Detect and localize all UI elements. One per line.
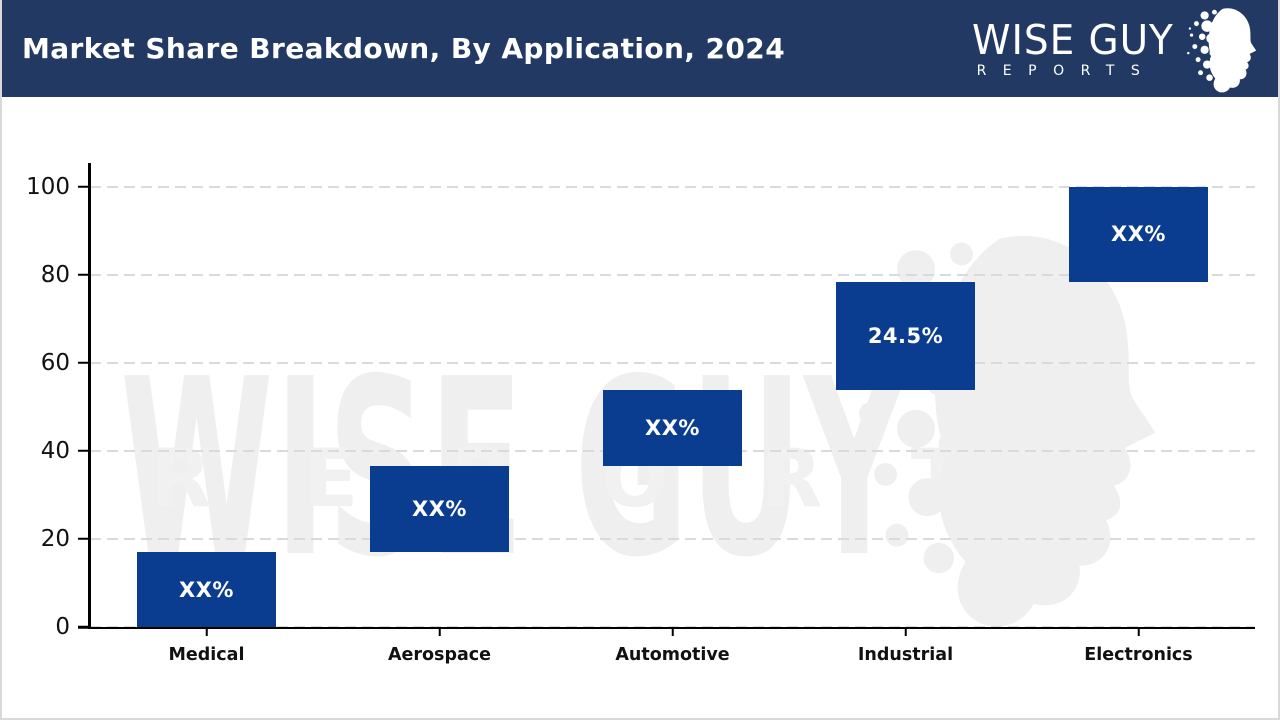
bar-value-label: XX% xyxy=(412,497,467,522)
bar-value-label: XX% xyxy=(645,416,700,441)
x-tick-mark xyxy=(671,627,674,636)
x-tick-label-electronics: Electronics xyxy=(1084,645,1193,665)
x-tick-mark xyxy=(438,627,441,636)
y-axis-spine xyxy=(88,163,91,629)
wise-guy-logo: WISE GUY REPORTS xyxy=(972,4,1264,94)
logo-text: WISE GUY REPORTS xyxy=(971,15,1184,79)
bar-value-label: XX% xyxy=(179,577,234,602)
bar-value-label: XX% xyxy=(1111,222,1166,247)
bar-electronics: XX% xyxy=(1069,186,1208,283)
bar-industrial: 24.5% xyxy=(836,282,975,391)
gridline-y-80 xyxy=(90,273,1255,276)
bar-medical: XX% xyxy=(137,552,276,627)
y-tick-label: 60 xyxy=(40,349,70,376)
header-bar: Market Share Breakdown, By Application, … xyxy=(2,0,1278,97)
bar-value-label: 24.5% xyxy=(867,324,944,349)
x-tick-label-industrial: Industrial xyxy=(857,645,954,665)
watermark-wordmark: WISE GUY xyxy=(120,327,906,611)
x-tick-mark xyxy=(904,627,907,636)
y-tick-mark xyxy=(78,361,90,364)
x-tick-label-aerospace: Aerospace xyxy=(387,645,492,665)
y-tick-mark xyxy=(78,185,90,188)
y-tick-label: 80 xyxy=(40,261,70,288)
y-tick-mark xyxy=(78,273,90,276)
chart-canvas: WISE GUY REPORTS 0 20 40 60 80 100 XX% XX% XX% 24… xyxy=(2,97,1278,718)
gridline-y-20 xyxy=(90,537,1255,540)
wise-guy-head-icon xyxy=(1187,7,1257,92)
x-tick-mark xyxy=(1137,627,1140,636)
logo-subtext: REPORTS xyxy=(976,62,1157,79)
y-tick-mark xyxy=(78,625,90,629)
bar-automotive: XX% xyxy=(603,390,742,467)
gridline-y-60 xyxy=(90,361,1255,364)
chart-title: Market Share Breakdown, By Application, … xyxy=(22,32,786,65)
gridline-y-100 xyxy=(90,185,1255,188)
y-tick-label: 100 xyxy=(26,173,70,200)
y-tick-label: 20 xyxy=(40,525,70,552)
bar-aerospace: XX% xyxy=(370,466,509,553)
y-tick-label: 40 xyxy=(40,437,70,464)
x-tick-label-medical: Medical xyxy=(168,645,245,665)
x-tick-label-automotive: Automotive xyxy=(615,645,730,665)
plot-area: 0 20 40 60 80 100 XX% XX% XX% 24.5% XX% Medical Aero… xyxy=(26,163,1255,665)
y-tick-mark xyxy=(78,449,90,453)
y-tick-label: 0 xyxy=(55,614,70,640)
y-tick-mark xyxy=(78,537,90,541)
x-tick-mark xyxy=(205,627,208,636)
logo-wordmark: WISE GUY xyxy=(971,15,1174,64)
